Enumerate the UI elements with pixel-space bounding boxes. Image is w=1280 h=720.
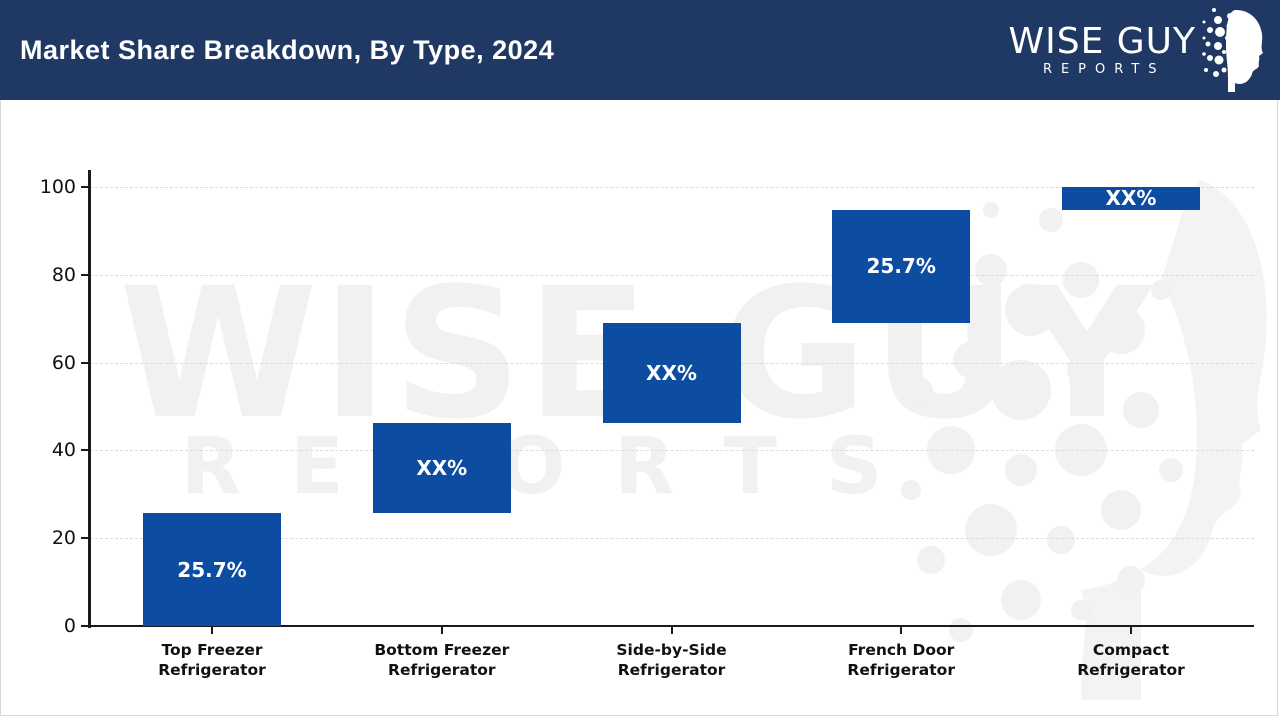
plot-area: 0 20 40 60 80 100 25.7% XX% XX% 25.7% XX% Top Freez… [40, 170, 1254, 679]
x-tick-mark [670, 626, 673, 634]
bar-value-label: XX% [416, 455, 468, 480]
x-axis-line [88, 624, 1254, 627]
bar-value-label: 25.7% [866, 254, 936, 279]
bar-value-label: XX% [1105, 186, 1157, 211]
category-label-line: Refrigerator [847, 661, 955, 679]
y-axis-line [88, 170, 91, 628]
logo-subtitle: REPORTS [1042, 61, 1166, 77]
category-label-line: Refrigerator [388, 661, 496, 679]
y-tick-label: 20 [51, 527, 76, 550]
x-tick-mark [440, 626, 443, 634]
wiseguy-logo: WISE GUY REPORTS [1009, 8, 1280, 92]
watermark-text-2: R E P O R T S [181, 422, 894, 512]
y-tick-label: 0 [63, 615, 76, 637]
bar-segment: XX% [1062, 186, 1200, 211]
watermark-face-icon [901, 180, 1267, 700]
category-label-line: Compact [1092, 641, 1170, 659]
category-label-line: Side-by-Side [616, 641, 727, 659]
bar-segment: 25.7% [832, 209, 971, 323]
bar-segment: 25.7% [143, 513, 281, 626]
y-tick-label: 80 [51, 263, 76, 286]
bar-value-label: 25.7% [177, 557, 247, 582]
gridline [90, 274, 1254, 276]
y-tick-mark [81, 273, 89, 276]
category-label-line: Refrigerator [617, 661, 726, 679]
category-label-line: French Door [848, 641, 955, 659]
x-tick-mark [211, 626, 213, 634]
y-tick-mark [81, 361, 89, 364]
category-label-line: Refrigerator [158, 661, 266, 679]
category-label: Compact Refrigerator [1011, 640, 1251, 680]
category-label: Side-by-Side Refrigerator [552, 640, 792, 680]
y-tick-mark [81, 186, 89, 188]
page-title: Market Share Breakdown, By Type, 2024 [20, 34, 555, 65]
category-label: Bottom Freezer Refrigerator [322, 640, 562, 680]
category-label-line: Top Freezer [161, 641, 263, 659]
category-label-line: Refrigerator [1077, 661, 1185, 679]
bar-value-label: XX% [646, 360, 697, 385]
y-tick-label: 60 [51, 351, 76, 374]
gridline [90, 450, 1254, 452]
header: Market Share Breakdown, By Type, 2024 WI… [0, 0, 1280, 100]
bar-segment: XX% [372, 422, 511, 514]
category-label: Top Freezer Refrigerator [92, 640, 332, 680]
category-label-line: Bottom Freezer [374, 641, 510, 659]
x-tick-mark [1130, 626, 1132, 634]
logo-wordmark: WISE GUY [1008, 20, 1196, 62]
y-tick-mark [81, 537, 89, 540]
logo-face-icon [1202, 8, 1263, 92]
category-label: French Door Refrigerator [781, 640, 1021, 680]
y-tick-mark [81, 449, 89, 452]
gridline [90, 538, 1254, 540]
y-tick-label: 40 [51, 439, 76, 462]
gridline [90, 187, 1254, 188]
chart-card: WISE GUY R E P O R T S 0 20 40 60 80 100 25.7%… [0, 100, 1278, 716]
logo-text: WISE GUY REPORTS [1008, 20, 1197, 77]
x-tick-mark [900, 626, 903, 634]
y-tick-label: 100 [39, 176, 76, 198]
y-tick-mark [81, 625, 89, 627]
bar-segment: XX% [602, 322, 741, 423]
